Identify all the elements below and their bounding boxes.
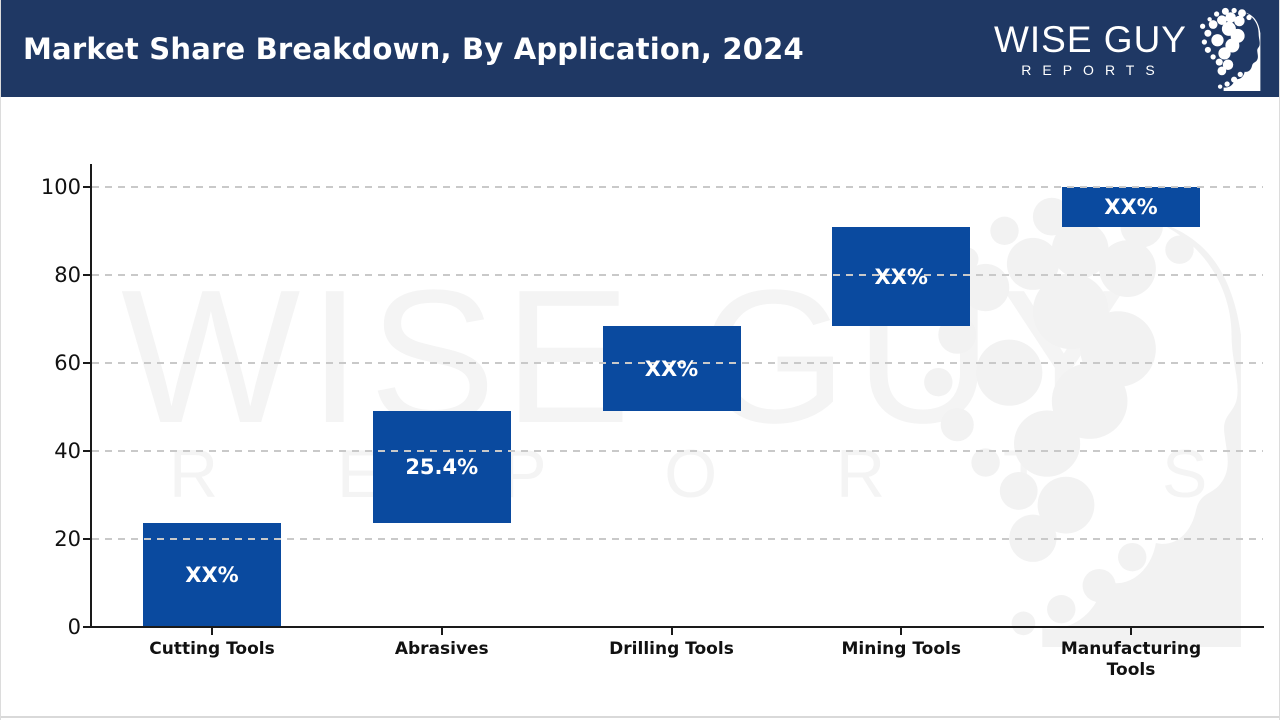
x-category-label: Manufacturing Tools (1060, 639, 1202, 680)
y-tick-label-0: 0 (67, 615, 81, 639)
watermark-head-icon (914, 197, 1241, 648)
x-tick-mark-1 (440, 628, 443, 635)
wiseguy-logo: WISE GUY REPORTS (994, 6, 1265, 92)
gridline-y-60 (92, 362, 1263, 364)
x-tick-mark-3 (900, 628, 903, 635)
wiseguy-head-icon (1200, 7, 1261, 91)
x-category-label: Abrasives (394, 639, 489, 659)
y-tick-label-20: 20 (54, 527, 81, 551)
gridline-y-20 (92, 538, 1263, 540)
y-tick-label-80: 80 (54, 263, 81, 287)
x-category-label: Mining Tools (841, 639, 961, 659)
bar-3 (832, 226, 971, 327)
logo-wiseguy-label: WISE GUY (993, 19, 1187, 60)
x-category-label: Cutting Tools (149, 639, 275, 659)
gridline-y-100 (92, 186, 1263, 188)
page-bottom-border (1, 716, 1279, 718)
x-axis-line (90, 626, 1264, 628)
bar-value-label: XX% (1104, 194, 1158, 219)
bar-value-label: XX% (644, 356, 699, 381)
y-tick-label-40: 40 (54, 439, 81, 463)
bar-value-label: 25.4% (405, 454, 479, 479)
bar-0 (143, 522, 281, 627)
y-tick-mark-60 (83, 362, 91, 364)
y-tick-label-100: 100 (40, 175, 81, 199)
gridline-y-80 (92, 274, 1263, 276)
bar-value-label: XX% (874, 264, 928, 289)
y-tick-mark-80 (83, 274, 91, 276)
x-tick-mark-0 (211, 628, 213, 635)
bar-2 (602, 326, 741, 411)
bar-value-label: XX% (185, 562, 239, 587)
y-tick-label-60: 60 (54, 351, 81, 375)
logo-reports-label: REPORTS (1021, 62, 1166, 78)
y-tick-mark-100 (83, 186, 91, 188)
y-tick-mark-40 (83, 450, 91, 452)
page-title: Market Share Breakdown, By Application, … (23, 31, 804, 66)
wiseguy-logo-text: WISE GUY REPORTS (994, 21, 1187, 77)
header-bar: Market Share Breakdown, By Application, … (1, 0, 1279, 97)
x-tick-mark-4 (1130, 628, 1132, 635)
x-category-label: Drilling Tools (609, 639, 734, 659)
bar-1 (372, 410, 511, 523)
bar-4 (1062, 187, 1200, 227)
y-tick-mark-20 (83, 538, 91, 540)
y-axis-line (90, 164, 92, 628)
x-tick-mark-2 (670, 628, 673, 635)
gridline-y-40 (92, 450, 1263, 452)
y-tick-mark-0 (83, 626, 91, 628)
